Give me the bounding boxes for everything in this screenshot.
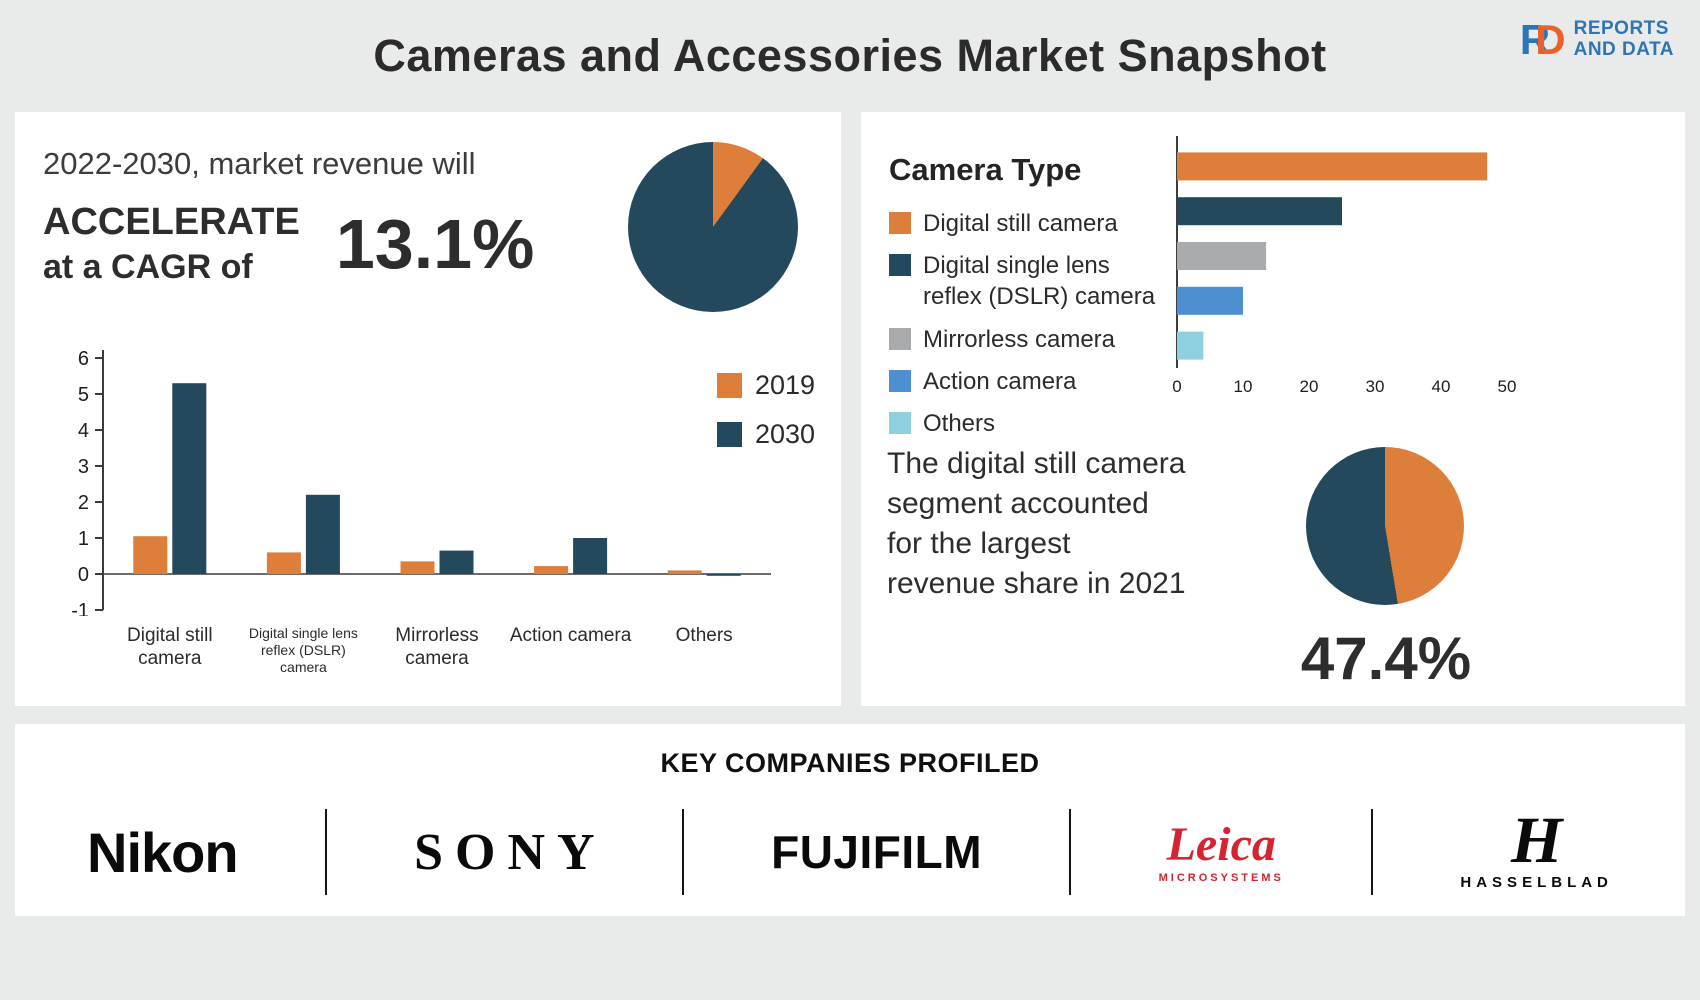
category-label: Others	[675, 625, 733, 646]
legend-label-2019: 2019	[755, 370, 816, 400]
camera-type-legend: Digital still camera Digital single lens…	[889, 208, 1165, 439]
intro-text: 2022-2030, market revenue will ACCELERAT…	[43, 146, 643, 288]
divider	[1371, 809, 1374, 895]
svg-text:3: 3	[78, 456, 89, 478]
svg-text:50: 50	[1498, 377, 1517, 396]
fujifilm-logo: FUJIFILM	[771, 825, 982, 879]
intro-cagr-label: at a CAGR of	[43, 247, 253, 286]
legend-label-action: Action camera	[923, 367, 1077, 395]
page-title: Cameras and Accessories Market Snapshot	[373, 30, 1327, 81]
svg-text:2: 2	[78, 492, 89, 514]
legend-swatch-dslr	[889, 254, 911, 277]
hasselblad-h-mark: H	[1510, 803, 1563, 877]
svg-text:5: 5	[78, 384, 89, 406]
leica-wordmark: Leica	[1166, 817, 1276, 871]
rd-logo-d: D	[1535, 16, 1566, 63]
share-note: The digital still camera segment account…	[887, 447, 1186, 600]
legend-label-others: Others	[923, 409, 996, 437]
cagr-value: 13.1%	[335, 205, 535, 284]
legend-item-dslr: Digital single lens reflex (DSLR) camera	[889, 250, 1165, 312]
camera-type-bar-chart: 0 10 20 30 40 50	[1171, 134, 1521, 407]
legend-swatch-mirrorless	[889, 327, 911, 350]
category-label: Mirrorless camera	[395, 625, 479, 669]
revenue-panel: 2022-2030, market revenue will ACCELERAT…	[15, 112, 841, 706]
fujifilm-wordmark: FUJIFILM	[771, 826, 983, 878]
category-label: Digital single lens reflex (DSLR) camera	[248, 625, 358, 675]
company-logos-row: Nikon SONY FUJIFILM Leica MICROSYSTEMS H…	[15, 797, 1685, 907]
camera-type-panel: Camera Type Digital still camera Digital…	[861, 112, 1685, 706]
revenue-bar-chart: 6 5 4 3 2 1 0 -1 Digital still camera Digital si…	[45, 344, 790, 675]
intro-accelerate: ACCELERATE	[43, 201, 300, 243]
legend-label-2030: 2030	[755, 419, 816, 449]
legend-item-2019: 2019	[717, 370, 815, 401]
cagr-pie-chart	[628, 142, 798, 312]
legend-swatch-action	[889, 369, 911, 392]
bar-chart-legend: 2019 2030	[717, 370, 815, 450]
share-pie-chart	[1306, 447, 1464, 605]
svg-text:0: 0	[78, 564, 89, 586]
legend-item-others: Others	[889, 408, 1165, 439]
svg-text:40: 40	[1432, 377, 1451, 396]
svg-text:1: 1	[78, 528, 89, 550]
svg-text:30: 30	[1366, 377, 1385, 396]
nikon-logo: Nikon	[87, 820, 239, 885]
rd-logo-line1: REPORTS	[1573, 18, 1669, 40]
companies-title: KEY COMPANIES PROFILED	[660, 748, 1040, 778]
sony-wordmark: SONY	[414, 823, 607, 881]
legend-swatch-2030	[717, 422, 742, 447]
svg-text:0: 0	[1172, 377, 1181, 396]
camera-type-title: Camera Type	[889, 152, 1082, 187]
svg-text:4: 4	[78, 420, 89, 442]
divider	[1069, 809, 1072, 895]
rd-logo-line2: AND DATA	[1573, 39, 1674, 60]
leica-microsystems-label: MICROSYSTEMS	[1158, 871, 1284, 884]
intro-line1: 2022-2030, market revenue will	[43, 146, 476, 181]
legend-swatch-others	[889, 411, 911, 434]
category-label: Digital still camera	[127, 625, 213, 669]
legend-item-digital-still: Digital still camera	[889, 208, 1165, 239]
revenue-bar-chart-plot: 6 5 4 3 2 1 0 -1	[45, 344, 790, 622]
legend-swatch-2019	[717, 373, 742, 398]
legend-item-2030: 2030	[717, 419, 815, 450]
legend-label-mirrorless: Mirrorless camera	[923, 325, 1116, 353]
sony-logo: SONY	[414, 823, 594, 882]
rd-logo-text: REPORTS AND DATA	[1573, 18, 1674, 61]
svg-text:20: 20	[1300, 377, 1319, 396]
legend-swatch-digital-still	[889, 212, 911, 234]
leica-logo: Leica MICROSYSTEMS	[1158, 817, 1284, 884]
svg-text:-1: -1	[71, 600, 89, 616]
legend-item-mirrorless: Mirrorless camera	[889, 324, 1165, 355]
divider	[681, 809, 684, 895]
key-companies-panel: KEY COMPANIES PROFILED Nikon SONY FUJIFI…	[15, 724, 1685, 916]
share-value: 47.4%	[1300, 625, 1472, 692]
reports-and-data-logo: R D REPORTS AND DATA	[1520, 16, 1674, 64]
legend-item-action: Action camera	[889, 366, 1165, 397]
svg-text:10: 10	[1234, 377, 1253, 396]
divider	[324, 809, 327, 895]
camera-type-bar-chart-plot: 0 10 20 30 40 50	[1171, 134, 1521, 407]
rd-logo-r: R	[1519, 16, 1551, 63]
rd-logo-icon: R D	[1520, 16, 1566, 64]
legend-label-dslr: Digital single lens reflex (DSLR) camera	[923, 252, 1156, 311]
nikon-wordmark: Nikon	[87, 820, 239, 884]
category-label: Action camera	[509, 625, 632, 646]
hasselblad-logo: H HASSELBLAD	[1460, 803, 1613, 892]
svg-text:6: 6	[78, 348, 89, 370]
legend-label-digital-still: Digital still camera	[923, 210, 1118, 237]
hasselblad-wordmark: HASSELBLAD	[1460, 874, 1613, 892]
revenue-bar-chart-categories: Digital still camera Digital single lens …	[45, 621, 790, 675]
